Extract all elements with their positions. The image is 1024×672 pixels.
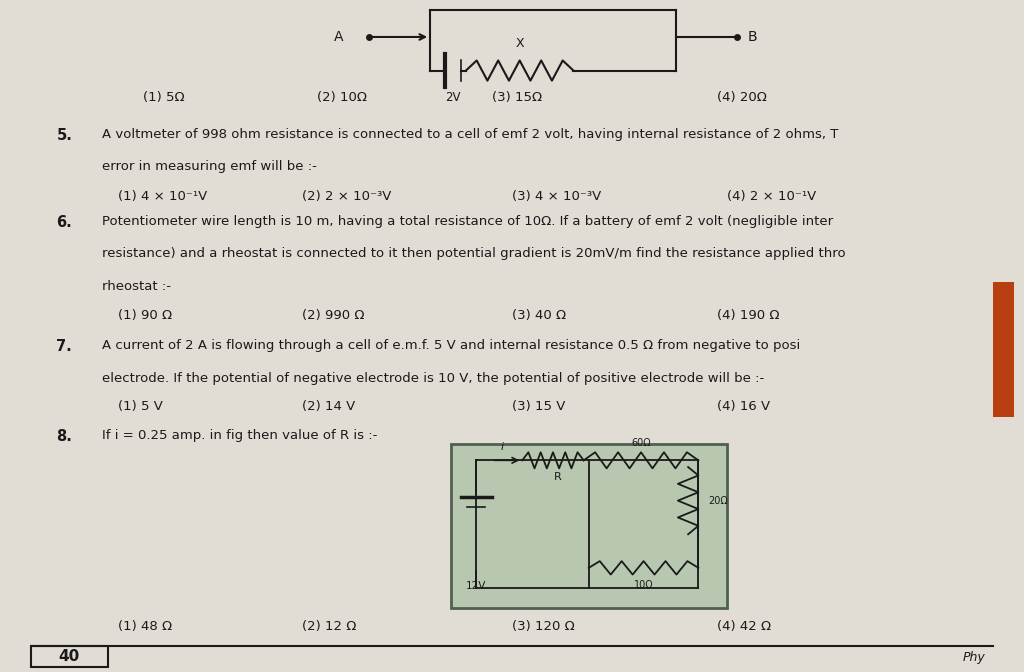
Text: (4) 42 Ω: (4) 42 Ω bbox=[717, 620, 771, 632]
FancyBboxPatch shape bbox=[451, 444, 727, 608]
FancyBboxPatch shape bbox=[31, 646, 108, 667]
Text: 12V: 12V bbox=[466, 581, 486, 591]
Text: (1) 5Ω: (1) 5Ω bbox=[143, 91, 185, 104]
Text: 5.: 5. bbox=[56, 128, 73, 142]
Text: 8.: 8. bbox=[56, 429, 73, 444]
Text: (1) 48 Ω: (1) 48 Ω bbox=[118, 620, 172, 632]
Text: A: A bbox=[334, 30, 343, 44]
Text: A voltmeter of 998 ohm resistance is connected to a cell of emf 2 volt, having i: A voltmeter of 998 ohm resistance is con… bbox=[102, 128, 839, 140]
Text: 20Ω: 20Ω bbox=[709, 496, 728, 505]
Text: (4) 190 Ω: (4) 190 Ω bbox=[717, 309, 779, 322]
Text: (3) 15Ω: (3) 15Ω bbox=[492, 91, 542, 104]
Text: 7.: 7. bbox=[56, 339, 72, 354]
Text: error in measuring emf will be :-: error in measuring emf will be :- bbox=[102, 160, 317, 173]
Text: (4) 2 × 10⁻¹V: (4) 2 × 10⁻¹V bbox=[727, 190, 816, 202]
Text: (1) 90 Ω: (1) 90 Ω bbox=[118, 309, 172, 322]
Text: (1) 5 V: (1) 5 V bbox=[118, 400, 163, 413]
Text: electrode. If the potential of negative electrode is 10 V, the potential of posi: electrode. If the potential of negative … bbox=[102, 372, 765, 384]
Text: Potentiometer wire length is 10 m, having a total resistance of 10Ω. If a batter: Potentiometer wire length is 10 m, havin… bbox=[102, 215, 834, 228]
Text: (4) 16 V: (4) 16 V bbox=[717, 400, 770, 413]
Text: Phy: Phy bbox=[963, 650, 985, 664]
Text: A current of 2 A is flowing through a cell of e.m.f. 5 V and internal resistance: A current of 2 A is flowing through a ce… bbox=[102, 339, 801, 352]
Text: (2) 990 Ω: (2) 990 Ω bbox=[302, 309, 365, 322]
FancyBboxPatch shape bbox=[993, 282, 1014, 417]
Text: X: X bbox=[515, 38, 524, 50]
Text: 6.: 6. bbox=[56, 215, 72, 230]
Text: If i = 0.25 amp. in fig then value of R is :-: If i = 0.25 amp. in fig then value of R … bbox=[102, 429, 378, 442]
Text: (2) 10Ω: (2) 10Ω bbox=[317, 91, 368, 104]
Text: 40: 40 bbox=[58, 649, 79, 664]
Text: resistance) and a rheostat is connected to it then potential gradient is 20mV/m : resistance) and a rheostat is connected … bbox=[102, 247, 846, 260]
Text: rheostat :-: rheostat :- bbox=[102, 280, 171, 292]
Text: (2) 12 Ω: (2) 12 Ω bbox=[302, 620, 356, 632]
Text: B: B bbox=[748, 30, 757, 44]
Text: 2V: 2V bbox=[444, 91, 461, 103]
Text: (1) 4 × 10⁻¹V: (1) 4 × 10⁻¹V bbox=[118, 190, 207, 202]
Text: (3) 40 Ω: (3) 40 Ω bbox=[512, 309, 566, 322]
Text: (3) 120 Ω: (3) 120 Ω bbox=[512, 620, 574, 632]
Text: (3) 4 × 10⁻³V: (3) 4 × 10⁻³V bbox=[512, 190, 601, 202]
Text: (2) 2 × 10⁻³V: (2) 2 × 10⁻³V bbox=[302, 190, 391, 202]
Text: R: R bbox=[554, 472, 562, 482]
Text: (3) 15 V: (3) 15 V bbox=[512, 400, 565, 413]
Text: 60Ω: 60Ω bbox=[631, 438, 651, 448]
Text: 10Ω: 10Ω bbox=[634, 580, 653, 590]
Text: i: i bbox=[500, 442, 504, 452]
Text: (2) 14 V: (2) 14 V bbox=[302, 400, 355, 413]
Text: (4) 20Ω: (4) 20Ω bbox=[717, 91, 767, 104]
